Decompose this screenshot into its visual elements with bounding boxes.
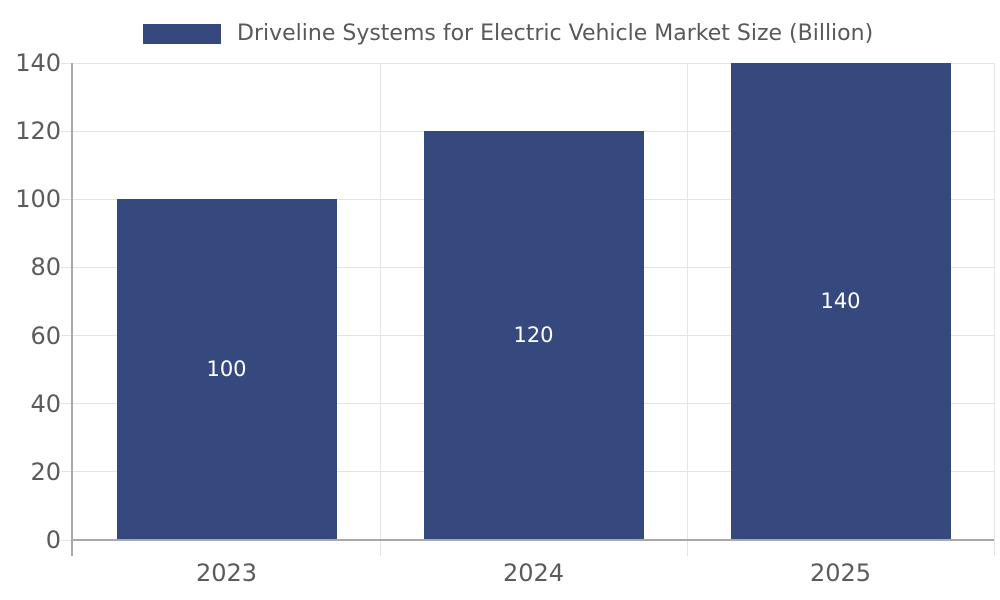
y-tick-mark: [61, 62, 73, 64]
bar-value-label: 140: [820, 289, 861, 313]
bar: 100: [116, 199, 337, 540]
x-tick-label: 2025: [809, 559, 872, 587]
y-axis-spine: [71, 63, 73, 556]
bar: 140: [730, 63, 951, 540]
y-tick-label: 60: [30, 321, 61, 350]
x-tick-label: 2023: [195, 559, 258, 587]
y-tick-label: 80: [30, 253, 61, 282]
y-tick-label: 40: [30, 389, 61, 418]
y-tick-mark: [61, 130, 73, 132]
y-tick-mark: [61, 198, 73, 200]
y-tick-label: 120: [15, 117, 61, 146]
legend-label: Driveline Systems for Electric Vehicle M…: [237, 21, 874, 46]
y-tick-mark: [61, 403, 73, 405]
gridline-vertical: [379, 63, 381, 556]
gridline-vertical: [993, 63, 995, 556]
gridline-horizontal: [73, 62, 994, 64]
y-tick-label: 100: [15, 185, 61, 214]
bar-value-label: 120: [513, 323, 554, 348]
y-tick-mark: [61, 471, 73, 473]
gridline-vertical: [686, 63, 688, 556]
chart-legend: Driveline Systems for Electric Vehicle M…: [143, 23, 873, 45]
y-tick-label: 20: [30, 457, 61, 486]
y-tick-label: 140: [15, 49, 61, 77]
y-tick-mark: [61, 335, 73, 337]
y-tick-label: 0: [45, 526, 61, 554]
bar: 120: [423, 131, 644, 540]
legend-swatch: [143, 24, 221, 44]
x-axis-spine: [73, 539, 994, 541]
y-tick-mark: [61, 539, 73, 541]
y-tick-mark: [61, 266, 73, 268]
x-tick-label: 2024: [502, 559, 565, 587]
plot-area: 100 120 140: [61, 62, 995, 556]
bar-value-label: 100: [206, 357, 247, 382]
